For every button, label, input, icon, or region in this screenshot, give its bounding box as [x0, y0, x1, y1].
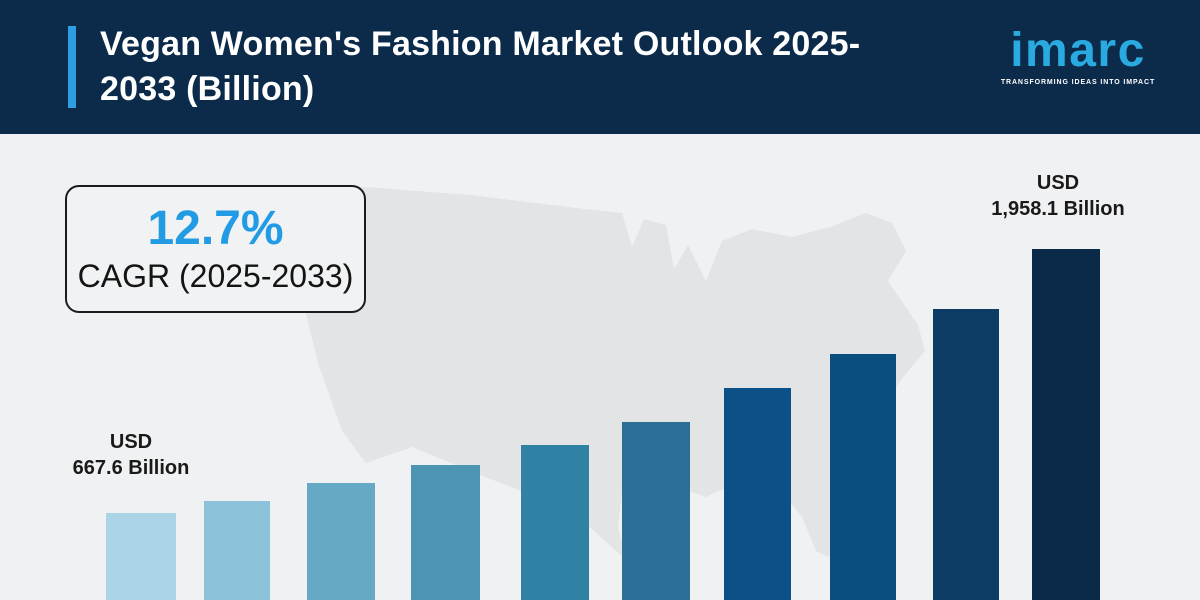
start-value-label: USD 667.6 Billion	[41, 429, 221, 481]
imarc-logo: imarc TRANSFORMING IDEAS INTO IMPACT	[998, 24, 1158, 87]
header: Vegan Women's Fashion Market Outlook 202…	[0, 0, 1200, 134]
bar-2025	[204, 501, 270, 600]
bar-2029	[622, 422, 690, 600]
start-value-currency: USD	[109, 431, 153, 453]
imarc-logo-wordmark: imarc	[1010, 24, 1146, 77]
page-title-line1: Vegan Women's Fashion Market Outlook 202…	[100, 25, 861, 63]
bar-2028	[521, 445, 589, 600]
bar-2026	[307, 483, 375, 600]
start-value-amount: 667.6 Billion	[72, 457, 190, 479]
bar-2027	[411, 465, 480, 600]
cagr-badge: 12.7% CAGR (2025-2033)	[65, 185, 366, 313]
page-title: Vegan Women's Fashion Market Outlook 202…	[100, 22, 860, 112]
end-value-label: USD 1,958.1 Billion	[968, 170, 1148, 222]
bar-2031	[830, 354, 896, 600]
bar-2024	[106, 513, 176, 600]
bar-2030	[724, 388, 791, 600]
bar-2033	[1032, 249, 1100, 600]
end-value-amount: 1,958.1 Billion	[991, 198, 1125, 220]
imarc-logo-tagline: TRANSFORMING IDEAS INTO IMPACT	[1000, 79, 1156, 86]
page-title-line2: 2033 (Billion)	[100, 70, 315, 108]
bar-2032	[933, 309, 999, 600]
cagr-period-label: CAGR (2025-2033)	[77, 258, 354, 294]
title-accent-bar	[68, 26, 76, 108]
end-value-currency: USD	[1036, 172, 1080, 194]
cagr-value: 12.7%	[147, 202, 284, 255]
